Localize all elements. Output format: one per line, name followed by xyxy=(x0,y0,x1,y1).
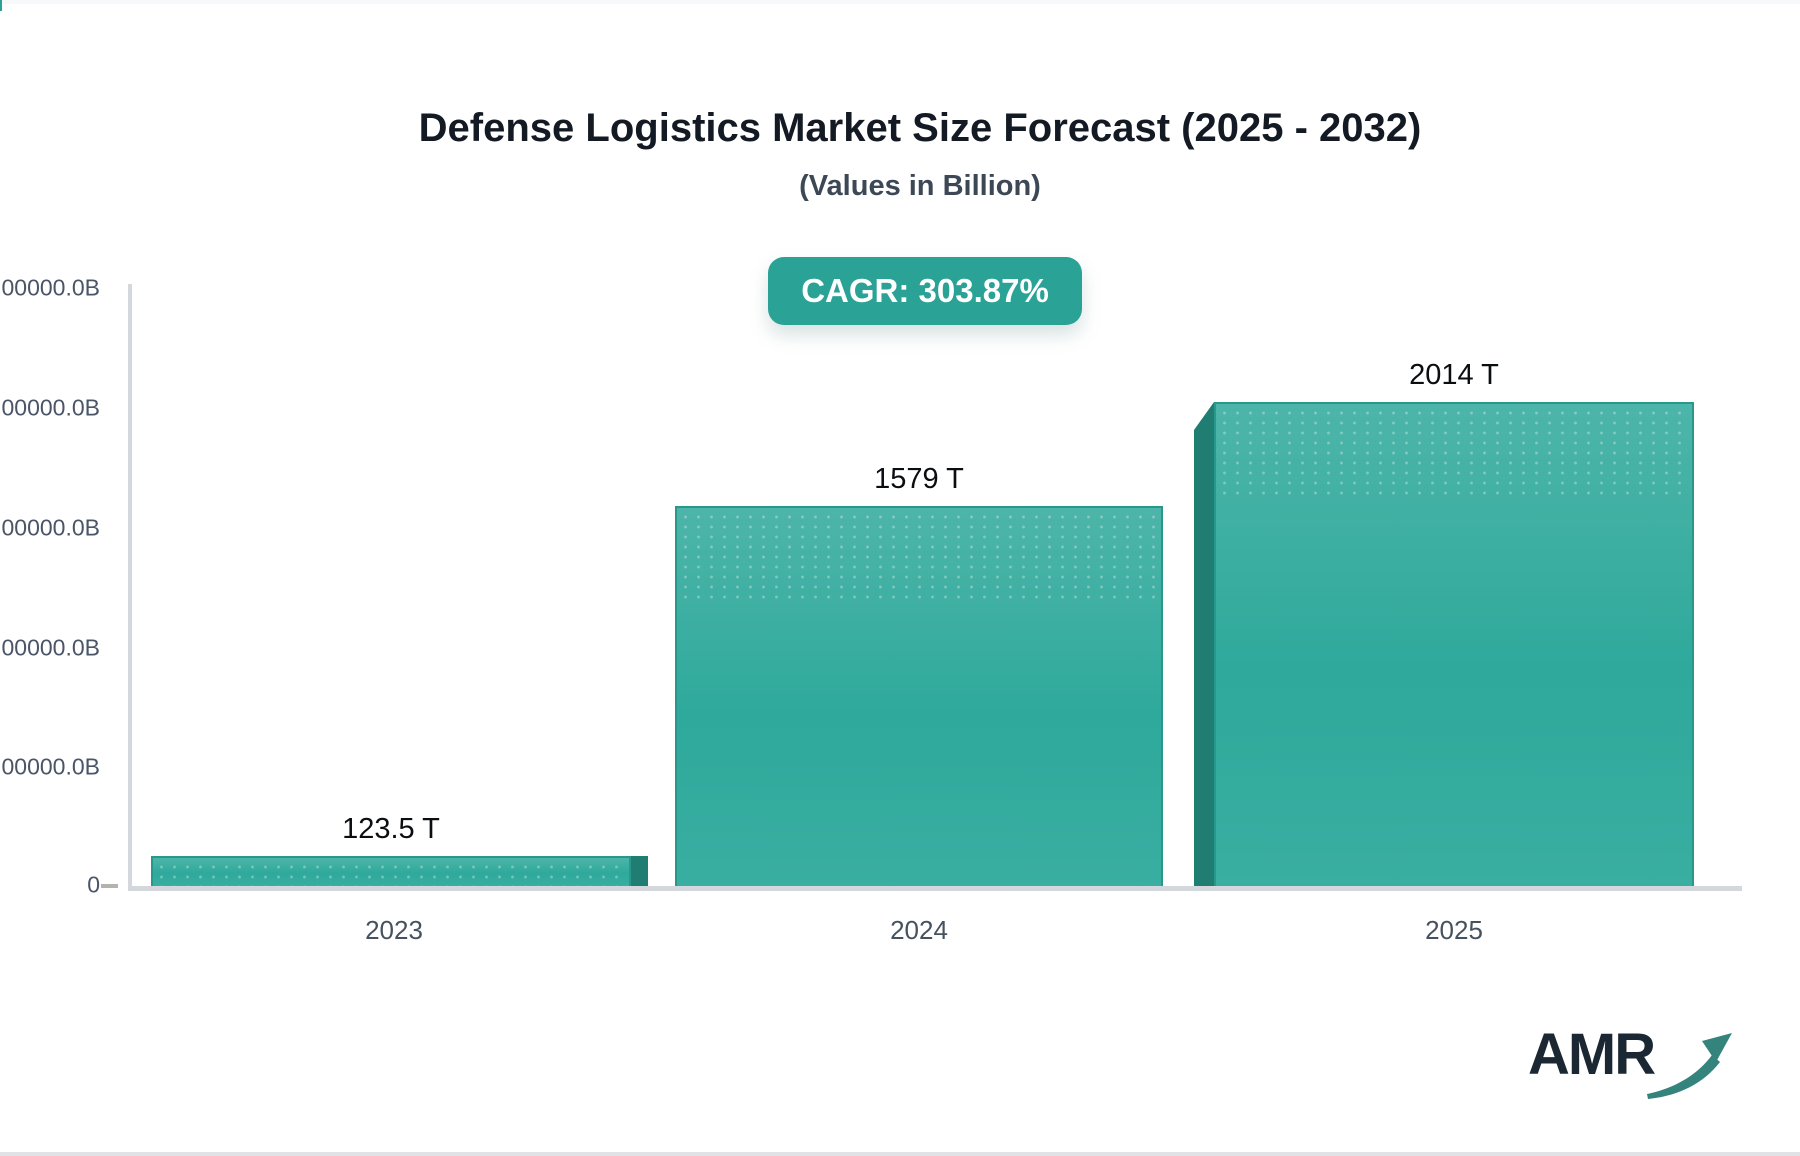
chart-subtitle: (Values in Billion) xyxy=(799,170,1041,202)
bottom-edge-strip xyxy=(0,1152,1800,1156)
growth-arrow-icon xyxy=(1647,1033,1733,1099)
x-axis-label-2023: 2023 xyxy=(365,915,423,945)
y-tick-label: 00000.0B xyxy=(1,394,100,421)
bar-value-label: 123.5 T xyxy=(342,813,440,845)
bar-side-face-2025 xyxy=(1194,402,1214,886)
amr-logo-text: AMR xyxy=(1528,1022,1656,1087)
bar-value-label: 2014 T xyxy=(1409,359,1499,391)
bar-2025[interactable] xyxy=(1214,402,1694,886)
corner-accent xyxy=(0,0,2,11)
bar-value-label: 1579 T xyxy=(874,463,964,495)
x-axis-label-2025: 2025 xyxy=(1425,915,1483,945)
zero-tick-mark xyxy=(101,884,118,888)
amr-logo: AMR xyxy=(1528,1026,1734,1104)
y-tick-label: 00000.0B xyxy=(1,753,100,780)
y-tick-label: 00000.0B xyxy=(1,274,100,301)
y-tick-label: 00000.0B xyxy=(1,634,100,661)
bar-2024[interactable] xyxy=(675,506,1163,886)
y-tick-label: 00000.0B xyxy=(1,514,100,541)
bar-2023[interactable] xyxy=(151,856,631,886)
y-tick-label: 0 xyxy=(87,871,100,898)
x-axis-line xyxy=(128,886,1742,891)
chart-title: Defense Logistics Market Size Forecast (… xyxy=(418,106,1422,150)
top-edge-strip xyxy=(0,0,1800,4)
x-axis-label-2024: 2024 xyxy=(890,915,948,945)
bar-side-face-2023 xyxy=(631,856,648,886)
cagr-badge: CAGR: 303.87% xyxy=(768,257,1082,325)
y-axis-line xyxy=(128,284,132,891)
